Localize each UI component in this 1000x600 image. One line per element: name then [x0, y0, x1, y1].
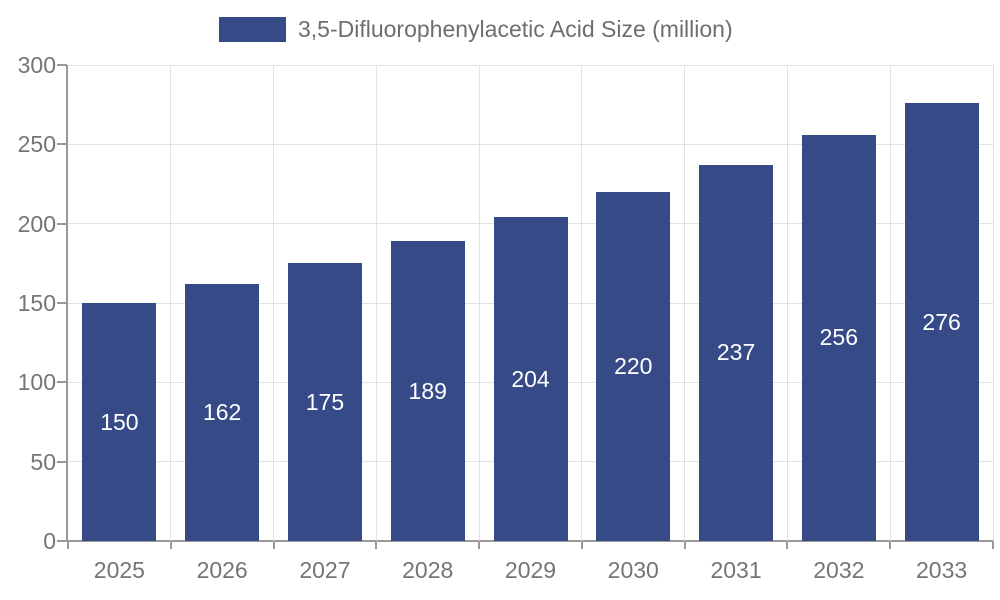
- v-gridline: [273, 65, 275, 541]
- x-tick-mark: [478, 541, 481, 549]
- bar-2025[interactable]: 150: [82, 303, 157, 541]
- bar-2033[interactable]: 276: [904, 103, 979, 541]
- y-tick-mark: [57, 381, 67, 384]
- bar-value-label: 150: [100, 408, 139, 435]
- bar-2032[interactable]: 256: [801, 134, 876, 541]
- x-tick-label: 2028: [402, 557, 454, 583]
- v-gridline: [478, 65, 480, 541]
- x-tick-label: 2031: [710, 557, 762, 583]
- x-tick-mark: [786, 541, 789, 549]
- bar-value-label: 175: [305, 388, 345, 415]
- y-tick-mark: [57, 540, 67, 542]
- x-tick-label: 2026: [196, 557, 248, 583]
- bar-value-label: 204: [511, 365, 550, 392]
- y-tick-label: 100: [17, 369, 56, 396]
- y-tick-mark: [57, 302, 67, 304]
- bar-value-label: 162: [202, 398, 242, 425]
- x-tick-label: 2027: [299, 557, 351, 583]
- h-gridline: [68, 64, 993, 66]
- bar-value-label: 220: [614, 352, 653, 379]
- y-tick-mark: [57, 143, 67, 146]
- legend-label[interactable]: 3,5-Difluorophenylacetic Acid Size (mill…: [298, 16, 733, 42]
- y-tick-label: 0: [43, 528, 56, 554]
- bar-2031[interactable]: 237: [699, 164, 774, 541]
- v-gridline: [170, 65, 172, 541]
- bar-2028[interactable]: 189: [390, 241, 465, 541]
- y-tick-mark: [57, 222, 67, 225]
- x-tick-mark: [67, 541, 69, 549]
- x-tick-label: 2025: [93, 557, 145, 583]
- bar-value-label: 276: [922, 308, 961, 335]
- bar-2030[interactable]: 220: [596, 191, 671, 541]
- x-tick-mark: [683, 541, 686, 549]
- bar-2026[interactable]: 162: [185, 283, 260, 541]
- h-gridline: [68, 143, 993, 145]
- bar-2027[interactable]: 175: [287, 263, 362, 541]
- x-tick-mark: [375, 541, 378, 549]
- x-tick-mark: [169, 541, 172, 549]
- v-gridline: [684, 65, 686, 541]
- x-tick-label: 2029: [504, 557, 557, 583]
- v-gridline: [375, 65, 377, 541]
- bar-value-label: 237: [716, 339, 756, 366]
- bar-value-label: 189: [408, 377, 447, 404]
- v-gridline: [992, 65, 994, 541]
- y-tick-label: 250: [17, 131, 56, 158]
- v-gridline: [786, 65, 788, 541]
- y-tick-label: 150: [17, 290, 56, 316]
- plot-area: 150 162 175 189 204 220 237 256 276: [68, 64, 994, 541]
- bar-2029[interactable]: 204: [493, 217, 568, 541]
- x-tick-label: 2030: [607, 557, 659, 583]
- x-tick-label: 2033: [916, 557, 968, 583]
- x-tick-mark: [889, 541, 892, 549]
- y-tick-label: 300: [17, 52, 56, 78]
- x-axis-line: [66, 540, 993, 542]
- v-gridline: [889, 65, 891, 541]
- y-tick-mark: [57, 64, 67, 66]
- x-tick-mark: [992, 541, 994, 549]
- legend-swatch[interactable]: [219, 17, 286, 42]
- y-tick-label: 50: [30, 448, 56, 475]
- y-tick-label: 200: [17, 210, 56, 237]
- legend[interactable]: 3,5-Difluorophenylacetic Acid Size (mill…: [219, 16, 733, 43]
- y-tick-mark: [57, 460, 67, 463]
- x-tick-mark: [580, 541, 583, 549]
- v-gridline: [581, 65, 583, 541]
- x-tick-label: 2032: [813, 557, 865, 583]
- bar-value-label: 256: [819, 324, 859, 351]
- x-tick-mark: [272, 541, 275, 549]
- y-axis-line: [66, 65, 68, 541]
